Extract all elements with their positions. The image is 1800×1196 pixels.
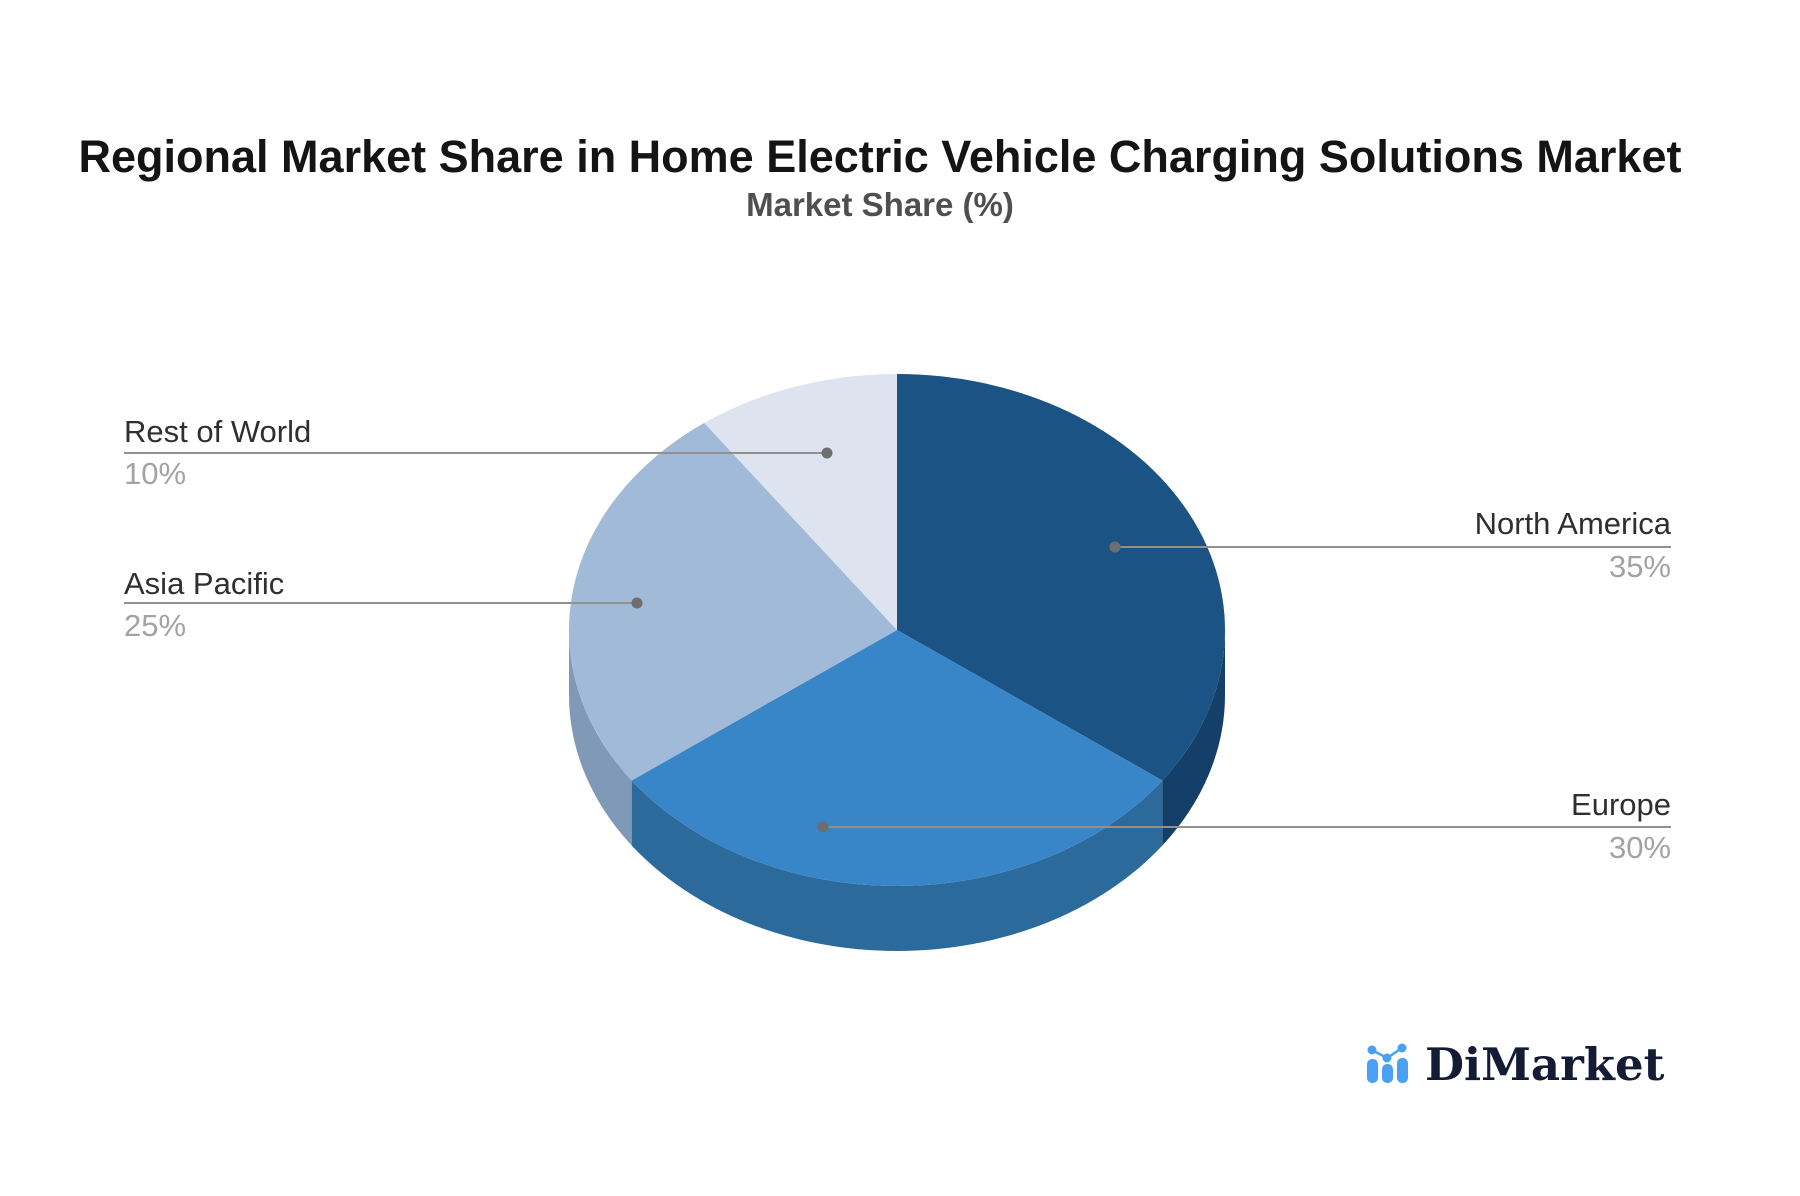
slice-value-europe: 30%: [1608, 830, 1671, 865]
pie-slice-side-north-america[interactable]: [1162, 630, 1225, 846]
leader-dot-rest-of-world: [821, 447, 833, 459]
leader-dot-asia-pacific: [631, 597, 643, 609]
pie-slice-asia-pacific[interactable]: [569, 422, 897, 781]
pie-slice-europe[interactable]: [631, 630, 1163, 886]
slice-label-rest-of-world: Rest of World: [124, 414, 312, 449]
slice-label-asia-pacific: Asia Pacific: [124, 566, 285, 601]
slice-value-rest-of-world: 10%: [124, 456, 187, 491]
brand-logo-text: DiMarket: [1425, 1038, 1665, 1091]
bar-line-chart-icon: [1367, 1043, 1408, 1083]
pie-slice-side-asia-pacific[interactable]: [569, 630, 632, 846]
chart-title: Regional Market Share in Home Electric V…: [78, 131, 1682, 182]
slice-value-asia-pacific: 25%: [124, 608, 187, 643]
slice-label-europe: Europe: [1571, 787, 1671, 822]
brand-logo: DiMarket: [1363, 1040, 1664, 1090]
pie-slice-side-europe[interactable]: [631, 780, 1163, 951]
leader-dot-europe: [817, 821, 829, 833]
pie-slice-rest-of-world[interactable]: [704, 374, 897, 630]
leader-dot-north-america: [1109, 541, 1121, 553]
slice-label-north-america: North America: [1474, 506, 1671, 541]
chart-subtitle: Market Share (%): [746, 186, 1014, 223]
slice-value-north-america: 35%: [1608, 549, 1671, 584]
pie-slice-north-america[interactable]: [897, 374, 1225, 781]
